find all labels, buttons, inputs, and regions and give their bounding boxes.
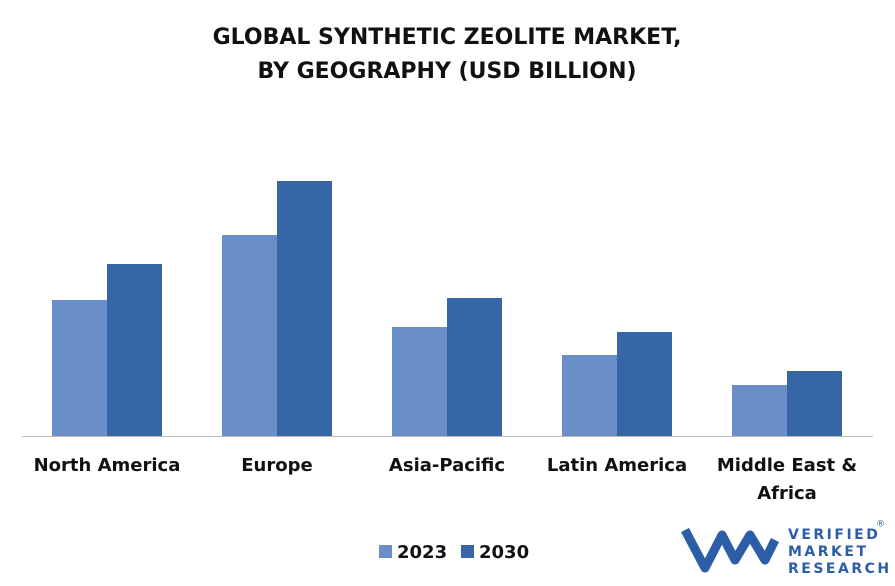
logo: VERIFIED MARKET RESEARCH ® bbox=[681, 520, 892, 577]
chart-title: GLOBAL SYNTHETIC ZEOLITE MARKET, bbox=[213, 25, 682, 50]
logo-mark: ® bbox=[876, 520, 885, 530]
legend-label: 2023 bbox=[397, 542, 447, 563]
x-tick-label: Middle East & Africa bbox=[716, 455, 858, 504]
bar bbox=[787, 371, 842, 436]
bar bbox=[52, 300, 107, 436]
bar bbox=[617, 332, 672, 436]
legend-label: 2030 bbox=[479, 542, 529, 563]
chart-title: BY GEOGRAPHY (USD BILLION) bbox=[257, 59, 636, 84]
logo-text: VERIFIED bbox=[788, 527, 880, 543]
x-tick-label: Latin America bbox=[546, 455, 688, 476]
logo-text: MARKET bbox=[788, 544, 869, 560]
logo-icon bbox=[681, 527, 780, 573]
bar bbox=[447, 298, 502, 436]
bar bbox=[277, 181, 332, 436]
logo-text: RESEARCH bbox=[788, 561, 892, 577]
bar bbox=[562, 355, 617, 436]
legend-swatch bbox=[379, 545, 392, 558]
x-tick-label: Europe bbox=[241, 455, 313, 476]
bar bbox=[732, 385, 787, 436]
legend-swatch bbox=[461, 545, 474, 558]
bar bbox=[222, 235, 277, 436]
x-tick-label: North America bbox=[33, 455, 181, 476]
bar bbox=[107, 264, 162, 436]
bar bbox=[392, 327, 447, 436]
x-tick-label: Asia-Pacific bbox=[388, 455, 506, 476]
